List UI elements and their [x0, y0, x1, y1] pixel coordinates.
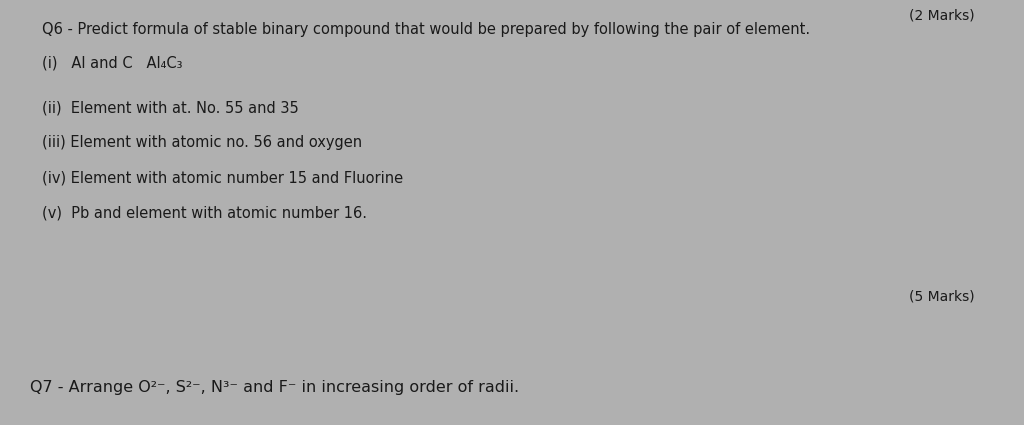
Text: (iii) Element with atomic no. 56 and oxygen: (iii) Element with atomic no. 56 and oxy… [42, 135, 362, 150]
Text: (i)   Al and C   Al₄C₃: (i) Al and C Al₄C₃ [42, 55, 182, 70]
Text: Q7 - Arrange O²⁻, S²⁻, N³⁻ and F⁻ in increasing order of radii.: Q7 - Arrange O²⁻, S²⁻, N³⁻ and F⁻ in inc… [30, 380, 519, 395]
Text: (5 Marks): (5 Marks) [909, 290, 975, 304]
Text: (2 Marks): (2 Marks) [909, 8, 975, 22]
Text: (ii)  Element with at. No. 55 and 35: (ii) Element with at. No. 55 and 35 [42, 100, 299, 115]
Text: Q6 - Predict formula of stable binary compound that would be prepared by followi: Q6 - Predict formula of stable binary co… [42, 22, 810, 37]
Text: (v)  Pb and element with atomic number 16.: (v) Pb and element with atomic number 16… [42, 205, 367, 220]
Text: (iv) Element with atomic number 15 and Fluorine: (iv) Element with atomic number 15 and F… [42, 170, 403, 185]
